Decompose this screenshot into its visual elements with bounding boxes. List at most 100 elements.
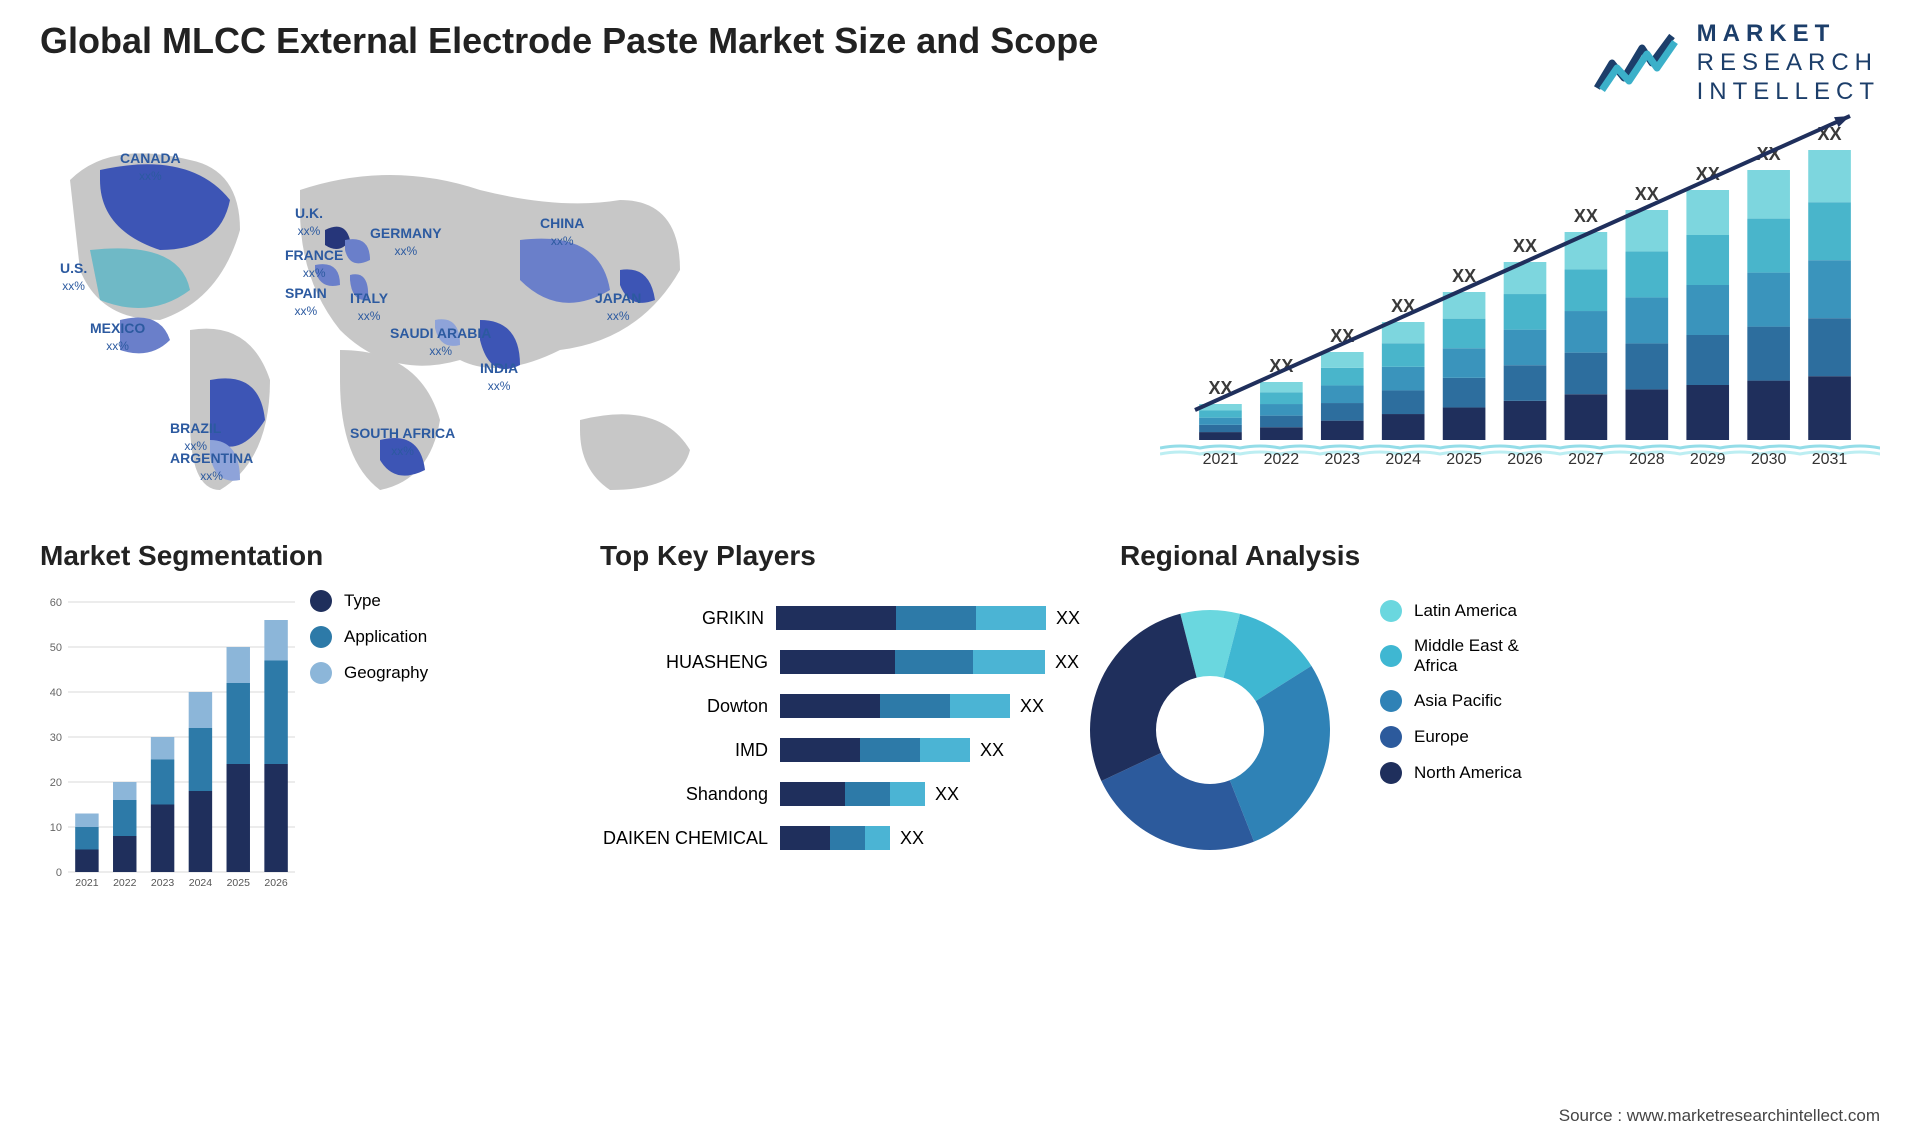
svg-text:XX: XX [1635, 184, 1659, 204]
player-bar [780, 782, 925, 806]
logo-line2: RESEARCH [1697, 49, 1880, 78]
svg-text:0: 0 [56, 867, 62, 879]
player-value: XX [900, 828, 924, 849]
player-value: XX [935, 784, 959, 805]
svg-text:XX: XX [1452, 266, 1476, 286]
legend-label: Europe [1414, 727, 1469, 747]
legend-swatch [310, 626, 332, 648]
map-country-label: BRAZILxx% [170, 420, 221, 454]
page-title: Global MLCC External Electrode Paste Mar… [40, 20, 1098, 62]
svg-text:30: 30 [50, 732, 62, 744]
player-name: GRIKIN [600, 608, 776, 629]
svg-text:2025: 2025 [227, 877, 251, 889]
map-country-label: GERMANYxx% [370, 225, 442, 259]
svg-text:2027: 2027 [1568, 451, 1604, 468]
player-row: GRIKINXX [600, 602, 1080, 634]
legend-swatch [1380, 726, 1402, 748]
svg-text:2029: 2029 [1690, 451, 1726, 468]
map-country-label: INDIAxx% [480, 360, 518, 394]
player-bar [776, 606, 1046, 630]
player-value: XX [980, 740, 1004, 761]
player-row: Shandong XX [600, 778, 1080, 810]
logo-mark-icon [1592, 28, 1682, 98]
legend-label: Geography [344, 663, 428, 683]
players-section: Top Key Players GRIKINXXHUASHENGXXDowton… [600, 540, 1080, 866]
segmentation-title: Market Segmentation [40, 540, 500, 572]
player-name: Dowton [600, 696, 780, 717]
svg-text:10: 10 [50, 822, 62, 834]
player-name: HUASHENG [600, 652, 780, 673]
legend-swatch [1380, 645, 1402, 667]
svg-text:2030: 2030 [1751, 451, 1787, 468]
map-country-label: ARGENTINAxx% [170, 450, 253, 484]
legend-label: Application [344, 627, 427, 647]
svg-text:2023: 2023 [1324, 451, 1360, 468]
regional-donut-chart [1070, 590, 1350, 870]
legend-item: Application [310, 626, 428, 648]
map-country-label: MEXICOxx% [90, 320, 145, 354]
legend-label: North America [1414, 763, 1522, 783]
legend-label: Type [344, 591, 381, 611]
svg-text:XX: XX [1513, 236, 1537, 256]
player-name: Shandong [600, 784, 780, 805]
svg-text:2026: 2026 [1507, 451, 1543, 468]
growth-bar-chart: XX2021XX2022XX2023XX2024XX2025XX2026XX20… [1160, 110, 1880, 480]
brand-logo: MARKET RESEARCH INTELLECT [1592, 20, 1880, 106]
player-row: IMD XX [600, 734, 1080, 766]
world-map: CANADAxx% U.S.xx%MEXICOxx% BRAZILxx%ARGENT… [40, 120, 720, 520]
legend-swatch [310, 590, 332, 612]
player-row: DAIKEN CHEMICAL XX [600, 822, 1080, 854]
svg-text:2024: 2024 [189, 877, 213, 889]
player-value: XX [1020, 696, 1044, 717]
segmentation-bar-chart: 0102030405060202120222023202420252026 [40, 592, 300, 892]
svg-text:XX: XX [1574, 206, 1598, 226]
player-bar [780, 826, 890, 850]
legend-item: Geography [310, 662, 428, 684]
map-country-label: SPAINxx% [285, 285, 327, 319]
legend-label: Latin America [1414, 601, 1517, 621]
regional-title: Regional Analysis [1120, 540, 1600, 572]
map-country-label: U.K.xx% [295, 205, 323, 239]
legend-swatch [1380, 762, 1402, 784]
source-attribution: Source : www.marketresearchintellect.com [1559, 1106, 1880, 1126]
map-country-label: ITALYxx% [350, 290, 388, 324]
legend-item: Type [310, 590, 428, 612]
svg-text:2026: 2026 [264, 877, 288, 889]
svg-text:40: 40 [50, 687, 62, 699]
svg-text:20: 20 [50, 777, 62, 789]
player-name: IMD [600, 740, 780, 761]
map-country-label: CANADAxx% [120, 150, 181, 184]
svg-text:2022: 2022 [113, 877, 137, 889]
map-country-label: SOUTH AFRICAxx% [350, 425, 455, 459]
regional-section: Regional Analysis [1120, 540, 1600, 572]
player-row: HUASHENGXX [600, 646, 1080, 678]
player-bar [780, 650, 1045, 674]
svg-text:2021: 2021 [75, 877, 99, 889]
players-list: GRIKINXXHUASHENGXXDowtonXXIMDXXShandongX… [600, 602, 1080, 854]
legend-label: Middle East & Africa [1414, 636, 1554, 676]
svg-text:2031: 2031 [1812, 451, 1848, 468]
svg-text:2021: 2021 [1203, 451, 1239, 468]
legend-item: Middle East & Africa [1380, 636, 1554, 676]
svg-text:2028: 2028 [1629, 451, 1665, 468]
player-row: Dowton XX [600, 690, 1080, 722]
players-title: Top Key Players [600, 540, 1080, 572]
legend-item: Europe [1380, 726, 1554, 748]
legend-swatch [1380, 690, 1402, 712]
svg-text:2022: 2022 [1264, 451, 1300, 468]
svg-text:2024: 2024 [1385, 451, 1421, 468]
regional-legend: Latin America Middle East & Africa Asia Pa… [1380, 600, 1554, 798]
legend-item: Asia Pacific [1380, 690, 1554, 712]
map-country-label: JAPANxx% [595, 290, 641, 324]
logo-line3: INTELLECT [1697, 78, 1880, 107]
svg-text:2023: 2023 [151, 877, 175, 889]
player-name: DAIKEN CHEMICAL [600, 828, 780, 849]
map-country-label: SAUDI ARABIAxx% [390, 325, 491, 359]
logo-line1: MARKET [1697, 20, 1880, 49]
player-bar [780, 694, 1010, 718]
segmentation-legend: Type Application Geography [310, 590, 428, 698]
svg-text:60: 60 [50, 597, 62, 609]
map-country-label: U.S.xx% [60, 260, 87, 294]
legend-item: North America [1380, 762, 1554, 784]
map-country-label: CHINAxx% [540, 215, 584, 249]
